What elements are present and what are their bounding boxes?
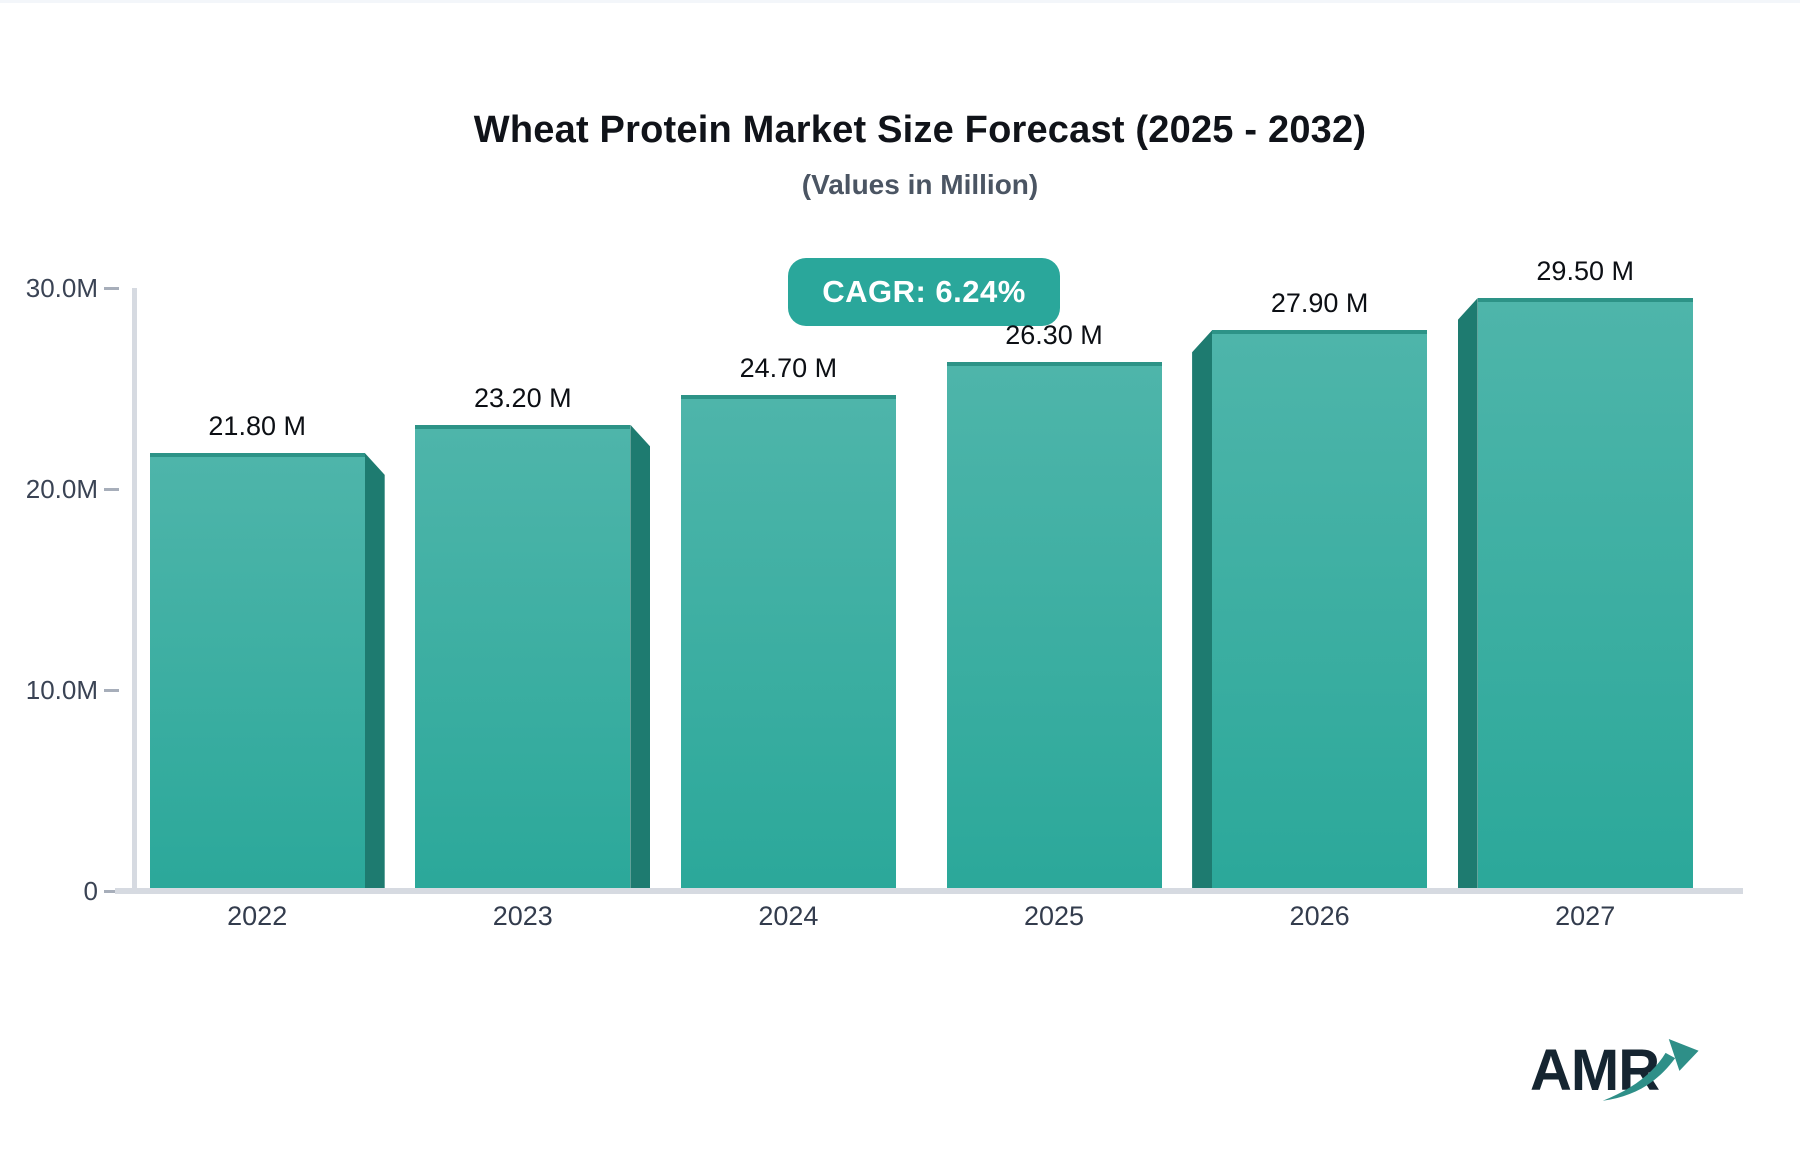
bar-2024: [680, 394, 896, 891]
y-axis-tick-mark: [104, 689, 119, 692]
bar-side-face: [630, 424, 651, 891]
amr-logo: AMR: [1530, 1033, 1720, 1113]
bar-value-label: 21.80 M: [208, 410, 306, 441]
bar-2027: [1477, 298, 1693, 891]
bar-value-label: 24.70 M: [739, 352, 838, 383]
y-axis-tick-label: 30.0M: [25, 273, 98, 303]
bar-side-face: [1457, 298, 1478, 891]
y-axis-tick-mark: [104, 488, 119, 491]
y-axis-tick-mark: [104, 287, 119, 290]
y-axis-line: [132, 288, 137, 891]
x-axis-label: 2025: [1023, 901, 1085, 931]
y-axis-tick-label: 10.0M: [25, 675, 98, 705]
bar-side-face: [364, 452, 385, 891]
x-axis-label: 2027: [1555, 901, 1616, 931]
x-axis-label: 2023: [492, 901, 553, 931]
bar-value-label: 26.30 M: [1005, 320, 1103, 351]
y-axis-tick-mark: [104, 890, 119, 893]
cagr-badge: CAGR: 6.24%: [788, 258, 1060, 326]
bar-2023: [415, 424, 631, 891]
growth-arrow-icon: [1602, 1039, 1699, 1101]
chart-subtitle: (Values in Million): [801, 169, 1039, 200]
bar-side-face: [1192, 330, 1213, 891]
y-axis-tick-label: 0: [83, 876, 98, 906]
x-axis-label: 2026: [1289, 901, 1350, 931]
bar-2022: [149, 452, 365, 891]
x-axis-label: 2024: [758, 901, 819, 931]
bar-2026: [1212, 330, 1428, 891]
chart-title: Wheat Protein Market Size Forecast (2025…: [473, 109, 1367, 151]
bar-value-label: 23.20 M: [474, 382, 572, 413]
bar-value-label: 29.50 M: [1536, 256, 1634, 287]
bar-value-label: 27.90 M: [1270, 288, 1369, 319]
bar-2025: [946, 362, 1162, 891]
x-axis-line: [115, 888, 1743, 894]
amr-logo-text: AMR: [1530, 1038, 1660, 1103]
x-axis-label: 2022: [227, 901, 288, 931]
y-axis-tick-label: 20.0M: [25, 474, 98, 504]
cagr-badge-label: CAGR: 6.24%: [822, 274, 1026, 309]
